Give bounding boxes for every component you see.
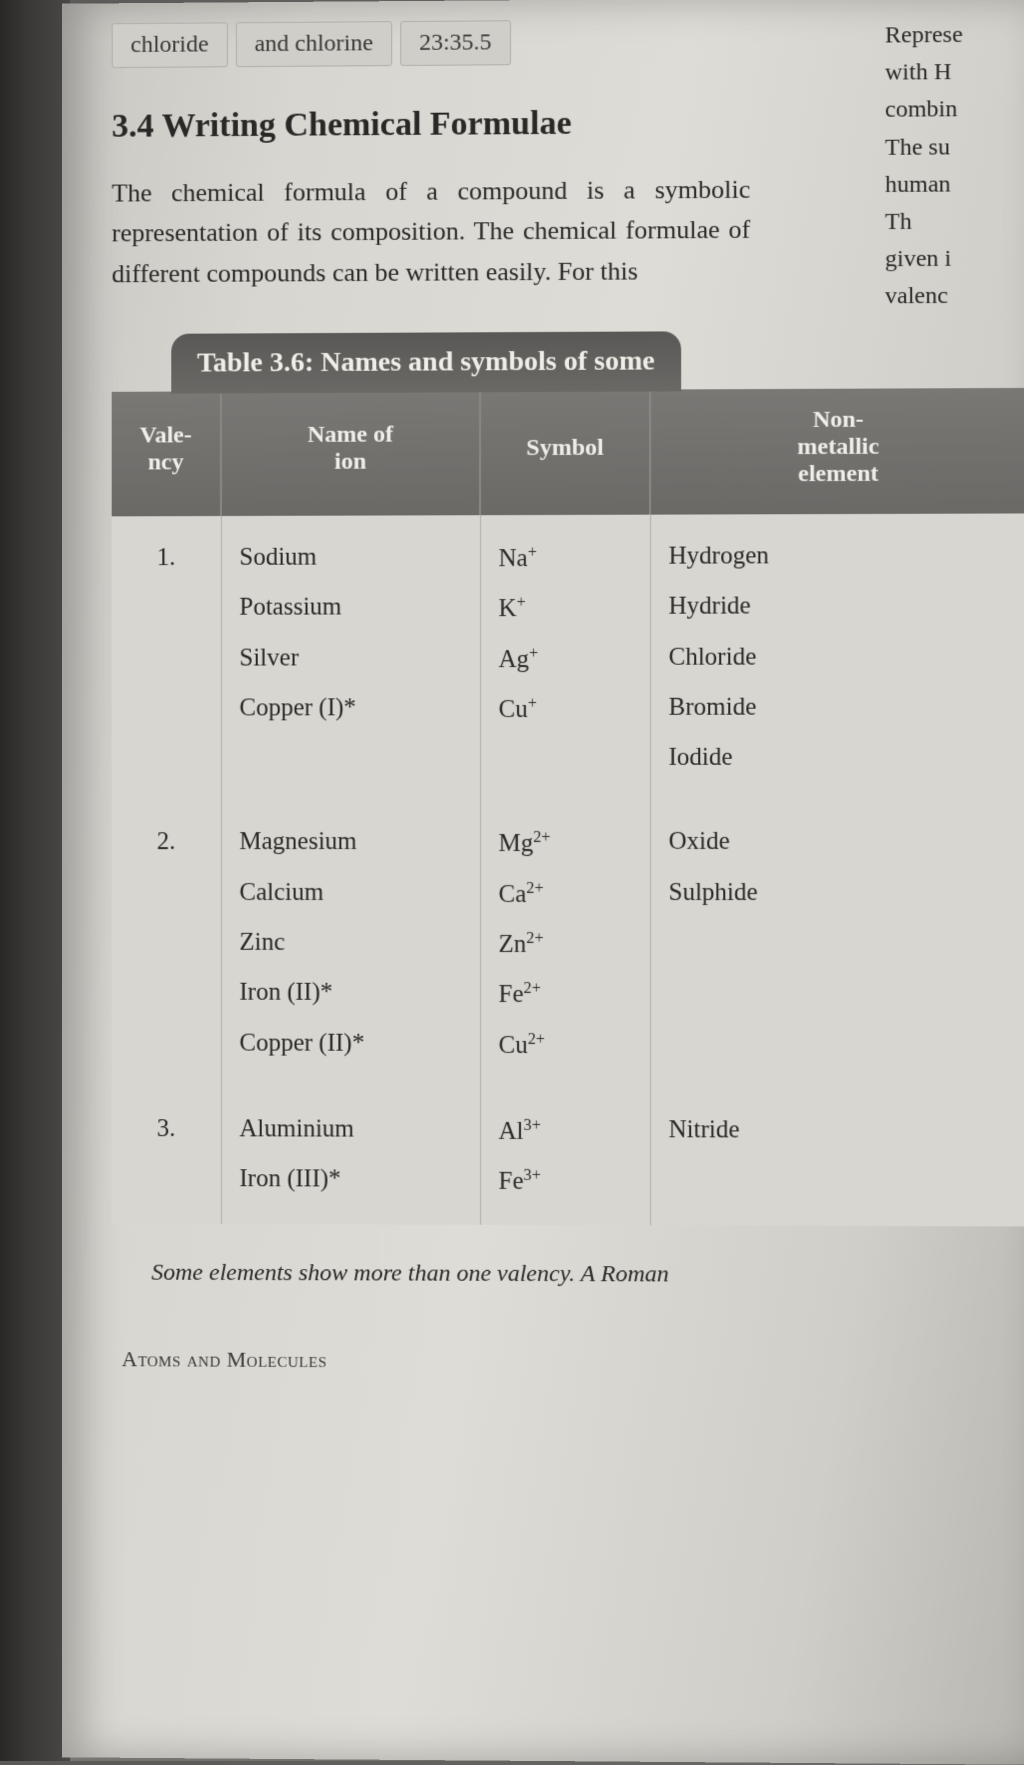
cell-symbol — [480, 734, 650, 800]
cell-nonmetal: Sulphide — [650, 868, 1024, 919]
table-row: ZincZn2+ — [112, 919, 1024, 970]
cell-valency — [112, 1019, 221, 1087]
cell-symbol: Al3+ — [480, 1088, 650, 1157]
cell-symbol: Ag+ — [480, 633, 650, 684]
section-title: Writing Chemical Formulae — [162, 105, 572, 145]
cell-symbol: Na+ — [480, 515, 650, 584]
cell-symbol: Mg2+ — [480, 800, 650, 868]
table-row: Copper (II)*Cu2+ — [112, 1019, 1024, 1089]
cell-ion-name: Silver — [221, 634, 480, 685]
table-header-row: Vale-ncy Name ofion Symbol Non-metallice… — [112, 388, 1024, 516]
cell-ion-name: Copper (I)* — [221, 684, 480, 735]
cell-nonmetal — [650, 969, 1024, 1020]
table-row: SilverAg+Chloride — [112, 633, 1024, 685]
table-row: Iron (II)*Fe2+ — [112, 969, 1024, 1020]
cell-symbol: Cu+ — [480, 684, 650, 735]
cell-symbol: K+ — [480, 583, 650, 634]
table-row: Iodide — [112, 734, 1024, 801]
cell-symbol: Fe3+ — [480, 1156, 650, 1225]
page-content: chloride and chlorine 23:35.5 Represewit… — [62, 0, 1024, 1765]
cell-nonmetal: Chloride — [650, 633, 1024, 684]
cell-ion-name: Magnesium — [221, 800, 480, 868]
cell-ion-name: Copper (II)* — [221, 1019, 480, 1088]
cell-valency: 2. — [112, 800, 221, 868]
cell-valency: 3. — [112, 1087, 221, 1155]
cell-valency — [112, 735, 221, 801]
cell-nonmetal: Hydrogen — [650, 513, 1024, 583]
cell-ion-name — [221, 734, 480, 800]
page-footer: Atoms and Molecules — [122, 1346, 1024, 1376]
cell-valency — [112, 1155, 221, 1223]
cell-symbol: Zn2+ — [480, 919, 650, 969]
header-symbol: Symbol — [480, 389, 650, 515]
cell-symbol: Fe2+ — [480, 969, 650, 1020]
cell-ion-name: Iron (II)* — [221, 969, 480, 1020]
cell-nonmetal: Iodide — [650, 734, 1024, 801]
cell-valency — [112, 584, 221, 634]
cell-valency — [112, 634, 221, 684]
table-caption: Table 3.6: Names and symbols of some — [171, 331, 681, 393]
book-spine — [0, 0, 70, 1761]
cell-symbol: Cu2+ — [480, 1019, 650, 1088]
header-valency: Vale-ncy — [112, 391, 221, 516]
table-row: PotassiumK+Hydride — [112, 582, 1024, 635]
cell-valency — [112, 684, 221, 734]
table-row: Copper (I)*Cu+Bromide — [112, 683, 1024, 735]
table-row: CalciumCa2+Sulphide — [112, 868, 1024, 919]
cell-nonmetal — [650, 919, 1024, 970]
edge-fragment: Represe — [885, 16, 1024, 54]
cell-valency: 1. — [112, 516, 221, 584]
table-row: Iron (III)*Fe3+ — [112, 1155, 1024, 1226]
ion-table: Vale-ncy Name ofion Symbol Non-metallice… — [112, 388, 1024, 1226]
header-name: Name ofion — [221, 390, 480, 516]
cell-ion-name: Iron (III)* — [221, 1155, 480, 1224]
cell-ion-name: Potassium — [221, 583, 480, 634]
top-cell-3: 23:35.5 — [400, 20, 510, 66]
cell-nonmetal: Bromide — [650, 683, 1024, 734]
table-row: 3.AluminiumAl3+Nitride — [112, 1087, 1024, 1157]
cell-nonmetal — [650, 1020, 1024, 1089]
cell-valency — [112, 969, 221, 1019]
right-edge-fragments: Represewith HcombinThe suhumanThgiven iv… — [885, 16, 1024, 315]
cell-nonmetal: Hydride — [650, 582, 1024, 633]
edge-fragment: The su — [885, 128, 1024, 166]
edge-fragment: given i — [885, 240, 1024, 278]
edge-fragment: Th — [885, 203, 1024, 241]
cell-ion-name: Aluminium — [221, 1087, 480, 1156]
edge-fragment: valenc — [885, 278, 1024, 316]
cell-symbol: Ca2+ — [480, 869, 650, 919]
header-nonmetal: Non-metallicelement — [650, 388, 1024, 515]
edge-fragment: combin — [885, 91, 1024, 129]
edge-fragment: human — [885, 166, 1024, 204]
table-wrapper: Table 3.6: Names and symbols of some Val… — [112, 330, 1024, 1226]
table-row: 2.MagnesiumMg2+Oxide — [112, 800, 1024, 869]
top-cell-2: and chlorine — [236, 21, 393, 67]
cell-valency — [112, 869, 221, 919]
edge-fragment: with H — [885, 54, 1024, 92]
cell-nonmetal: Oxide — [650, 800, 1024, 869]
top-cell-1: chloride — [112, 22, 228, 68]
cell-ion-name: Calcium — [221, 869, 480, 919]
cell-nonmetal — [650, 1156, 1024, 1226]
table-row: 1.SodiumNa+Hydrogen — [112, 513, 1024, 584]
cell-ion-name: Sodium — [221, 515, 480, 584]
section-number: 3.4 — [112, 108, 154, 145]
cell-ion-name: Zinc — [221, 919, 480, 969]
table-footnote: Some elements show more than one valency… — [151, 1259, 1024, 1289]
cell-valency — [112, 919, 221, 969]
cell-nonmetal: Nitride — [650, 1088, 1024, 1157]
table-body: 1.SodiumNa+HydrogenPotassiumK+HydrideSil… — [112, 513, 1024, 1226]
section-body: The chemical formula of a compound is a … — [112, 170, 751, 294]
